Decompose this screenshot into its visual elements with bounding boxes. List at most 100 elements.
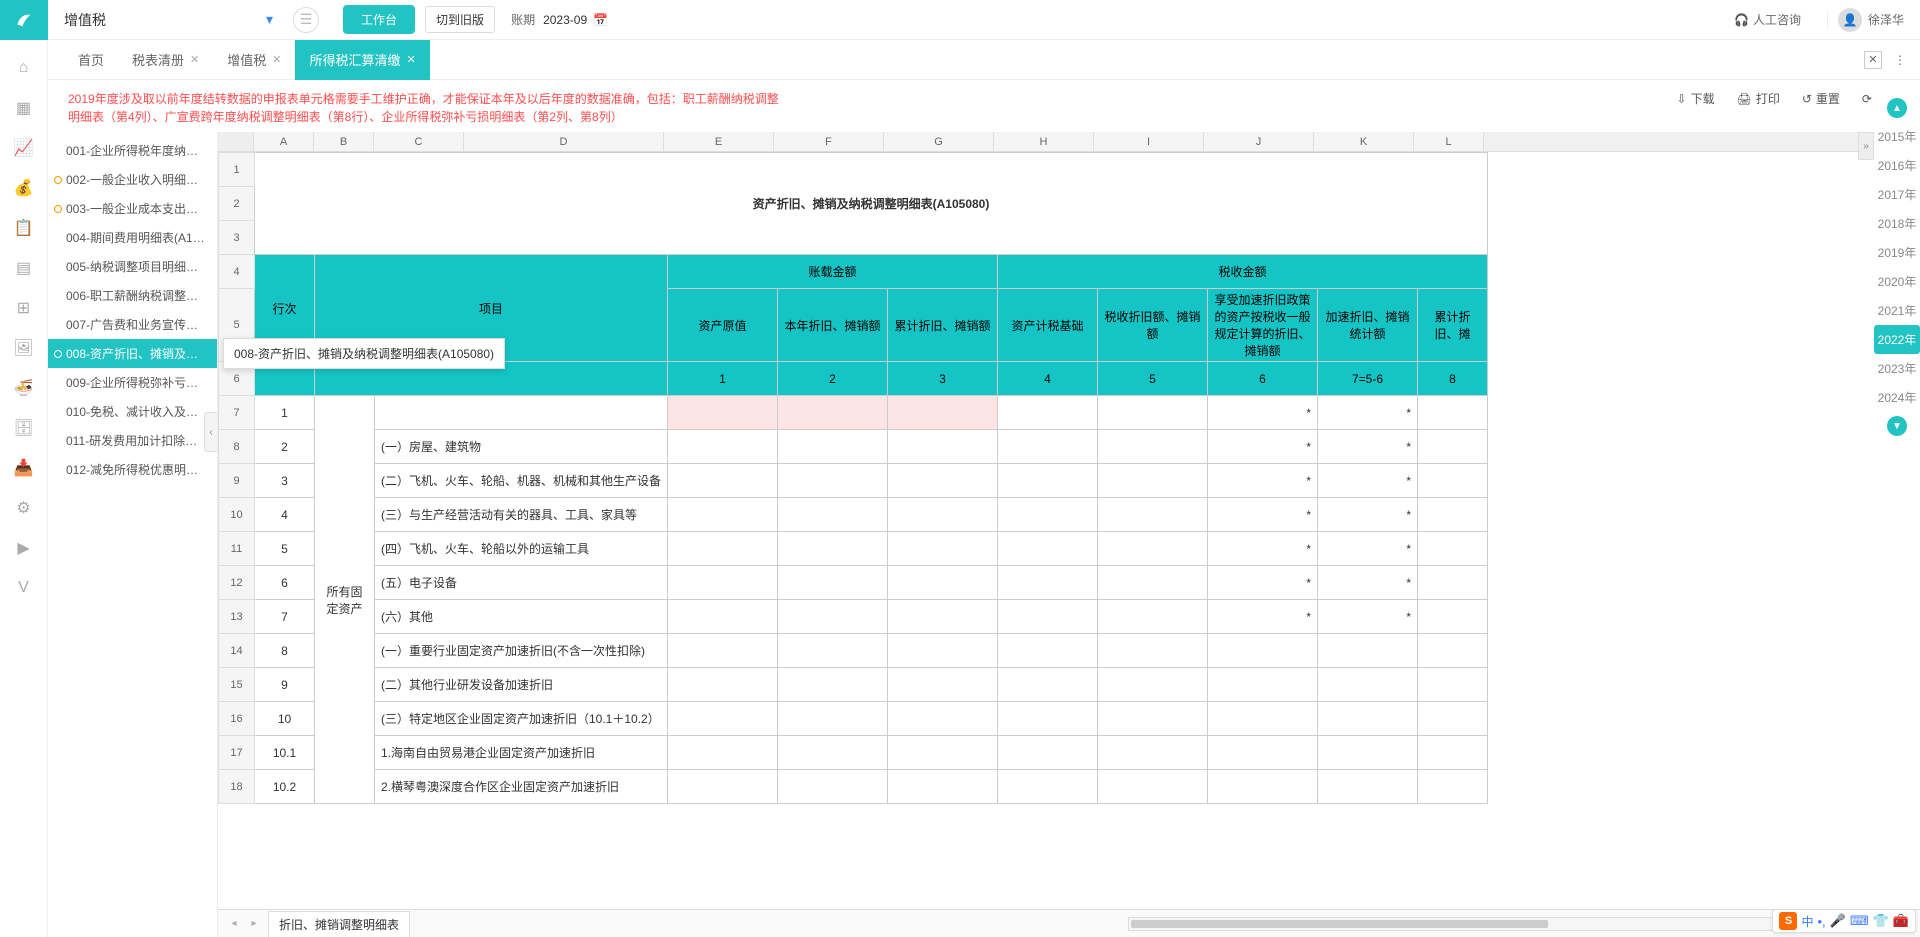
cell[interactable]: *: [1318, 600, 1418, 634]
cell[interactable]: 8: [1418, 362, 1488, 396]
column-header[interactable]: F: [774, 132, 884, 151]
period-value[interactable]: 2023-09: [543, 13, 587, 27]
cell[interactable]: 2.横琴粤澳深度合作区企业固定资产加速折旧: [375, 770, 668, 804]
sheet-tab[interactable]: 折旧、摊销调整明细表: [268, 911, 410, 937]
cell[interactable]: 5: [255, 532, 315, 566]
print-button[interactable]: 🖨打印: [1737, 90, 1780, 107]
cell[interactable]: (三）与生产经营活动有关的器具、工具、家具等: [375, 498, 668, 532]
column-header[interactable]: E: [664, 132, 774, 151]
cell[interactable]: 享受加速折旧政策的资产按税收一般规定计算的折旧、摊销额: [1208, 289, 1318, 362]
ime-punct-icon[interactable]: •,: [1818, 914, 1826, 929]
year-item[interactable]: 2024年: [1878, 383, 1917, 412]
sheet-nav-prev-icon[interactable]: ▸: [244, 918, 264, 929]
form-list-item[interactable]: 007-广告费和业务宣传费跨...: [48, 310, 217, 339]
row-number[interactable]: 12: [219, 566, 255, 600]
cell[interactable]: *: [1208, 566, 1318, 600]
row-number[interactable]: 17: [219, 736, 255, 770]
form-list-item[interactable]: 001-企业所得税年度纳税申...: [48, 136, 217, 165]
reset-button[interactable]: ↺重置: [1802, 90, 1840, 107]
cell[interactable]: [668, 566, 778, 600]
scrollbar-thumb[interactable]: [1131, 920, 1548, 928]
nav-clipboard-icon[interactable]: 📋: [0, 208, 48, 248]
cell[interactable]: 累计折旧、摊: [1418, 289, 1488, 362]
cell[interactable]: [1098, 770, 1208, 804]
cell[interactable]: [1418, 634, 1488, 668]
cell[interactable]: [668, 430, 778, 464]
cell[interactable]: [778, 532, 888, 566]
cell[interactable]: 2: [255, 430, 315, 464]
cell[interactable]: [1098, 532, 1208, 566]
cell[interactable]: [998, 736, 1098, 770]
cell[interactable]: (三）特定地区企业固定资产加速折旧（10.1＋10.2）: [375, 702, 668, 736]
year-item[interactable]: 2018年: [1878, 209, 1917, 238]
cell[interactable]: [998, 634, 1098, 668]
form-list-item[interactable]: 003-一般企业成本支出明细...: [48, 194, 217, 223]
column-header[interactable]: J: [1204, 132, 1314, 151]
cell[interactable]: 3: [255, 464, 315, 498]
year-item[interactable]: 2020年: [1878, 267, 1917, 296]
cell[interactable]: [888, 600, 998, 634]
year-item[interactable]: 2023年: [1878, 354, 1917, 383]
row-number[interactable]: 18: [219, 770, 255, 804]
cell[interactable]: [1318, 634, 1418, 668]
tab-close-icon[interactable]: ✕: [190, 53, 199, 66]
cell[interactable]: [998, 702, 1098, 736]
cell[interactable]: [778, 396, 888, 430]
cell[interactable]: [778, 566, 888, 600]
column-header[interactable]: C: [374, 132, 464, 151]
cell[interactable]: [778, 430, 888, 464]
cell[interactable]: [998, 396, 1098, 430]
nav-inbox-icon[interactable]: 📥: [0, 448, 48, 488]
cell[interactable]: [1418, 736, 1488, 770]
cell[interactable]: *: [1318, 532, 1418, 566]
cell[interactable]: (二）飞机、火车、轮船、机器、机械和其他生产设备: [375, 464, 668, 498]
form-list-item[interactable]: 006-职工薪酬纳税调整明细...: [48, 281, 217, 310]
cell[interactable]: [1418, 668, 1488, 702]
cell[interactable]: [1208, 736, 1318, 770]
cell[interactable]: [668, 634, 778, 668]
year-item[interactable]: 2021年: [1878, 296, 1917, 325]
cell[interactable]: (一）房屋、建筑物: [375, 430, 668, 464]
cell[interactable]: [778, 736, 888, 770]
cell[interactable]: [998, 430, 1098, 464]
year-item[interactable]: 2015年: [1878, 122, 1917, 151]
cell[interactable]: [1098, 396, 1208, 430]
ime-toolbar[interactable]: S 中 •, 🎤 ⌨ 👕 🧰: [1772, 909, 1916, 933]
year-item[interactable]: 2017年: [1878, 180, 1917, 209]
cell[interactable]: [1418, 600, 1488, 634]
year-item[interactable]: 2019年: [1878, 238, 1917, 267]
tab-所得税汇算清缴[interactable]: 所得税汇算清缴✕: [295, 40, 429, 80]
column-header[interactable]: D: [464, 132, 664, 151]
cell[interactable]: (五）电子设备: [375, 566, 668, 600]
cell[interactable]: [888, 532, 998, 566]
year-item[interactable]: 2016年: [1878, 151, 1917, 180]
form-list-item[interactable]: 005-纳税调整项目明细表(A1...: [48, 252, 217, 281]
cell[interactable]: *: [1318, 430, 1418, 464]
cell[interactable]: [888, 430, 998, 464]
row-number[interactable]: 7: [219, 396, 255, 430]
cell[interactable]: [1418, 396, 1488, 430]
nav-image-icon[interactable]: 🖼: [0, 328, 48, 368]
cell[interactable]: (一）重要行业固定资产加速折旧(不含一次性扣除): [375, 634, 668, 668]
tab-close-icon[interactable]: ✕: [407, 53, 416, 66]
cell[interactable]: [1208, 668, 1318, 702]
cell[interactable]: (四）飞机、火车、轮船以外的运输工具: [375, 532, 668, 566]
cell[interactable]: [778, 770, 888, 804]
cell[interactable]: [668, 702, 778, 736]
cell[interactable]: 资产计税基础: [998, 289, 1098, 362]
nav-archive-icon[interactable]: 🗄: [0, 408, 48, 448]
doc-icon-button[interactable]: ☰: [293, 7, 319, 33]
row-number[interactable]: 2: [219, 187, 255, 221]
tab-首页[interactable]: 首页: [64, 40, 118, 80]
ime-keyboard-icon[interactable]: ⌨: [1850, 913, 1869, 929]
cell[interactable]: [668, 600, 778, 634]
cell[interactable]: *: [1318, 396, 1418, 430]
nav-grid-icon[interactable]: ▤: [0, 248, 48, 288]
cell[interactable]: 7=5-6: [1318, 362, 1418, 396]
switch-old-version-button[interactable]: 切到旧版: [425, 6, 495, 33]
workbench-button[interactable]: 工作台: [343, 5, 415, 34]
cell[interactable]: *: [1208, 600, 1318, 634]
cell[interactable]: 税收折旧额、摊销额: [1098, 289, 1208, 362]
column-header[interactable]: H: [994, 132, 1094, 151]
cell[interactable]: [668, 532, 778, 566]
